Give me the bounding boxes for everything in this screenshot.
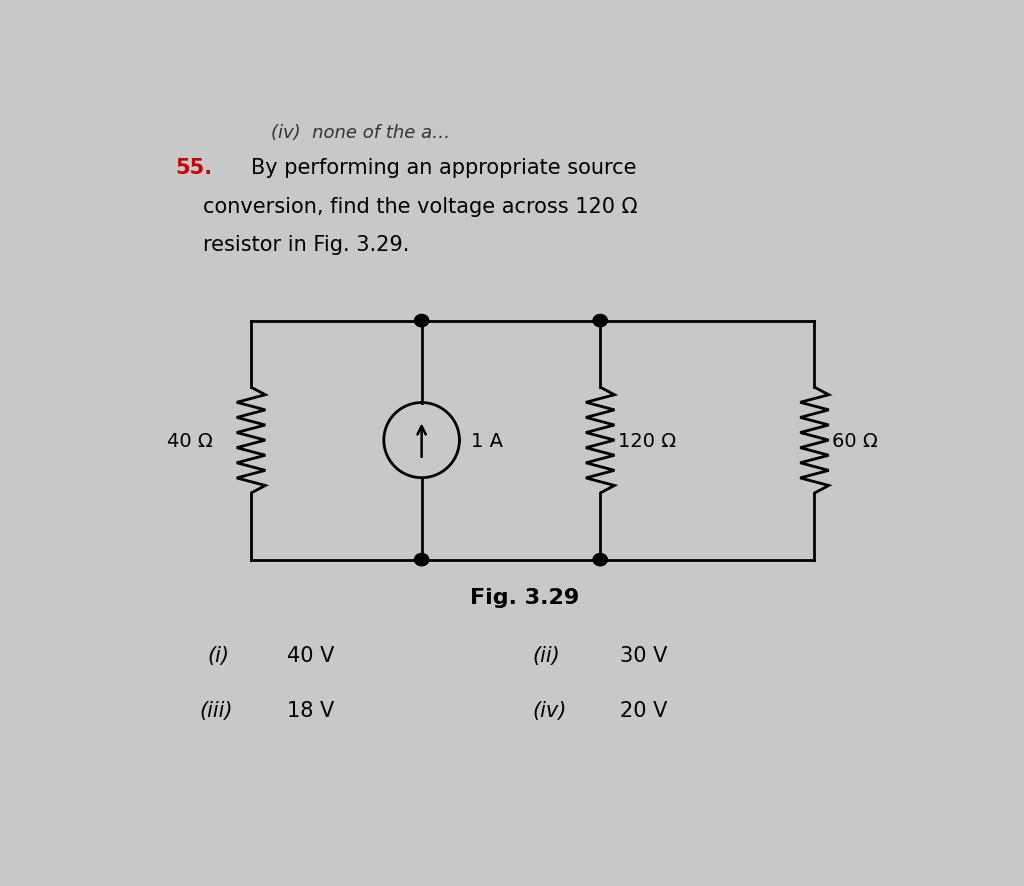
Circle shape	[593, 315, 607, 327]
Text: (iii): (iii)	[200, 700, 232, 720]
Text: 1 A: 1 A	[471, 431, 504, 450]
Text: 40 Ω: 40 Ω	[167, 431, 213, 450]
Text: resistor in Fig. 3.29.: resistor in Fig. 3.29.	[204, 235, 410, 254]
Text: 60 Ω: 60 Ω	[831, 431, 878, 450]
Text: By performing an appropriate source: By performing an appropriate source	[251, 158, 637, 177]
Text: 55.: 55.	[176, 158, 213, 177]
Circle shape	[415, 315, 429, 327]
Text: 20 V: 20 V	[620, 700, 668, 720]
Text: (i): (i)	[207, 646, 229, 665]
Text: (ii): (ii)	[532, 646, 560, 665]
Text: 18 V: 18 V	[287, 700, 334, 720]
Text: 120 Ω: 120 Ω	[617, 431, 676, 450]
Text: (iv)  none of the a…: (iv) none of the a…	[270, 123, 450, 142]
Text: 40 V: 40 V	[287, 646, 334, 665]
Text: 30 V: 30 V	[620, 646, 668, 665]
Circle shape	[415, 554, 429, 566]
Text: (iv): (iv)	[532, 700, 567, 720]
Text: Fig. 3.29: Fig. 3.29	[470, 587, 580, 607]
Text: conversion, find the voltage across 120 Ω: conversion, find the voltage across 120 …	[204, 197, 638, 216]
Circle shape	[593, 554, 607, 566]
